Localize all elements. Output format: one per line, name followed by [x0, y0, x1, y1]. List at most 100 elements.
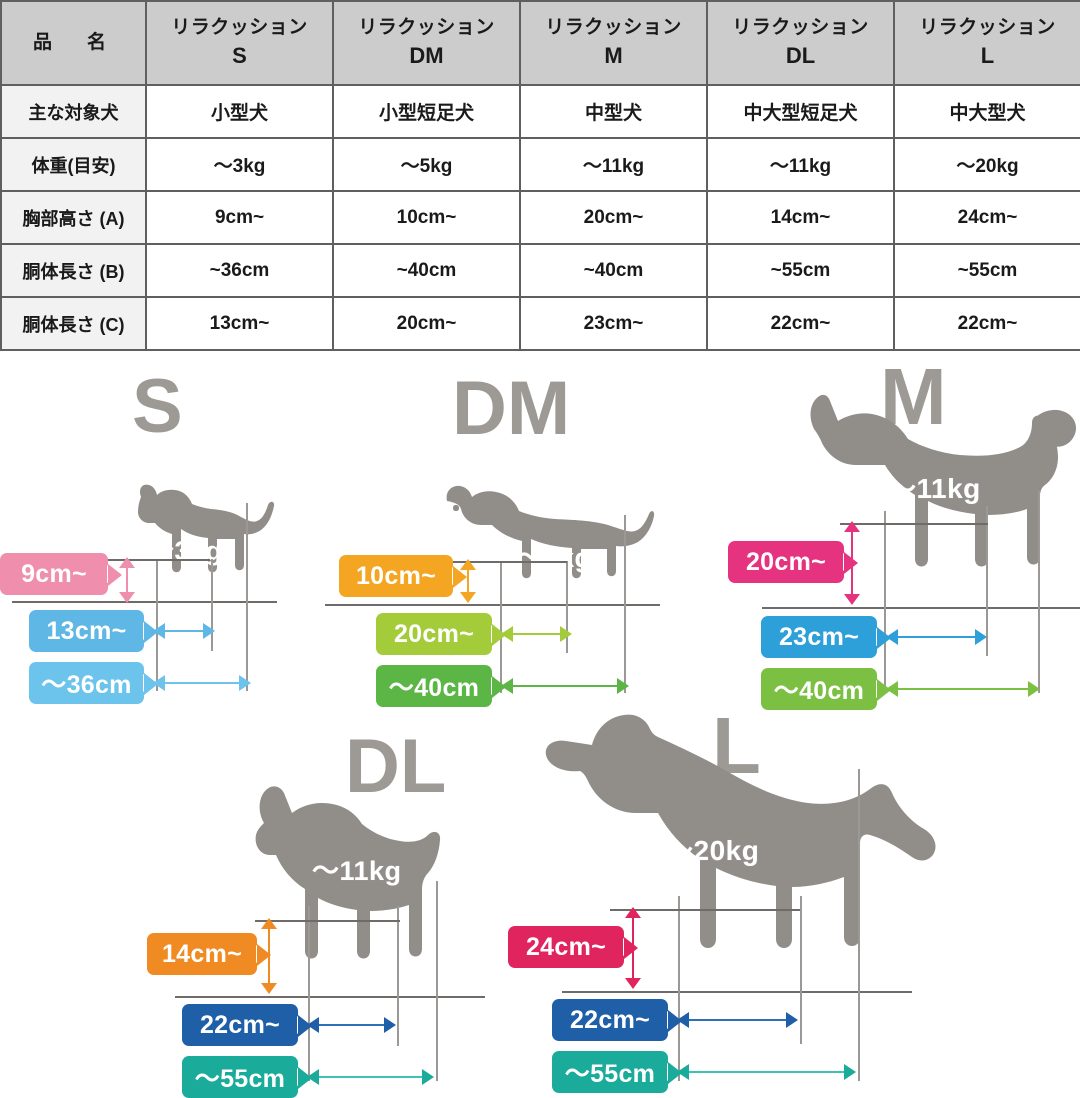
- measurement-tag-length-b-l: 〜55cm: [552, 1051, 668, 1093]
- length-b-arrow-right-dl: [422, 1069, 434, 1085]
- cell-weight-l: 〜20kg: [893, 137, 1080, 192]
- measurement-tag-length-b-s: 〜36cm: [29, 662, 144, 704]
- weight-label-dm: 〜5kg: [516, 543, 592, 573]
- table-row: 胴体長さ (C) 13cm~ 20cm~ 23cm~ 22cm~ 22cm~: [0, 296, 1080, 351]
- height-dim-line-s: [126, 565, 128, 597]
- length-c-arrow-left-s: [153, 623, 165, 639]
- height-dim-line-dm: [467, 567, 469, 597]
- dog-silhouette-s: [105, 479, 280, 599]
- cell-chest-height-l: 24cm~: [893, 190, 1080, 245]
- length-b-dim-line-dl: [315, 1076, 428, 1078]
- header-size-l: L: [980, 42, 995, 68]
- measurement-tag-height-m: 20cm~: [728, 541, 844, 583]
- height-arrow-up-m: [844, 521, 860, 532]
- reference-vertical-s-rear: [246, 503, 248, 691]
- row-label-body-length-c: 胴体長さ (C): [0, 296, 147, 351]
- tag-pointer-height-s: [108, 564, 122, 586]
- height-arrow-down-l: [625, 978, 641, 989]
- dog-silhouette-dm: [425, 481, 655, 601]
- reference-vertical-m-rear: [1038, 491, 1040, 693]
- chest-level-line-dm: [447, 561, 567, 563]
- table-header-row: 品 名 リラクッション S リラクッション DM リラクッション M リラクッシ…: [0, 0, 1080, 86]
- measurement-tag-height-s: 9cm~: [0, 553, 108, 595]
- length-b-dim-line-l: [685, 1071, 850, 1073]
- cell-body-length-b-s: ~36cm: [145, 243, 334, 298]
- ground-line-m: [762, 607, 1080, 609]
- tag-pointer-height-dm: [453, 566, 467, 588]
- height-arrow-down-dl: [261, 983, 277, 994]
- ground-line-dm: [325, 604, 660, 606]
- tag-pointer-height-l: [624, 937, 638, 959]
- cell-body-length-c-l: 22cm~: [893, 296, 1080, 351]
- cell-weight-s: 〜3kg: [145, 137, 334, 192]
- length-b-arrow-left-dl: [307, 1069, 319, 1085]
- reference-vertical-m-mid: [986, 506, 988, 656]
- cell-target-dog-m: 中型犬: [519, 84, 708, 139]
- table-row: 体重(目安) 〜3kg 〜5kg 〜11kg 〜11kg 〜20kg: [0, 137, 1080, 192]
- height-arrow-up-dl: [261, 918, 277, 929]
- reference-vertical-m-front: [884, 511, 886, 693]
- dog-silhouette-l: [540, 711, 940, 1001]
- length-b-dim-line-dm: [509, 685, 621, 687]
- ground-line-s: [12, 601, 277, 603]
- cell-chest-height-s: 9cm~: [145, 190, 334, 245]
- measurement-tag-height-dl: 14cm~: [147, 933, 257, 975]
- length-c-arrow-right-l: [786, 1012, 798, 1028]
- cell-weight-dm: 〜5kg: [332, 137, 521, 192]
- header-product-name: 品 名: [0, 0, 147, 86]
- header-size-dl: DL: [785, 42, 816, 68]
- length-c-dim-line-m: [894, 636, 982, 638]
- header-col-s: リラクッション S: [145, 0, 334, 86]
- measurement-tag-length-b-dm: 〜40cm: [376, 665, 492, 707]
- length-c-dim-line-dm: [509, 633, 567, 635]
- measurement-tag-height-l: 24cm~: [508, 926, 624, 968]
- height-arrow-down-s: [119, 592, 135, 603]
- cell-chest-height-dl: 14cm~: [706, 190, 895, 245]
- header-brand-m: リラクッション: [545, 17, 682, 39]
- size-letter-dm: DM: [452, 366, 571, 451]
- header-col-m: リラクッション M: [519, 0, 708, 86]
- weight-label-dl: 〜11kg: [312, 856, 402, 886]
- height-arrow-down-dm: [460, 592, 476, 603]
- measurement-tag-length-b-m: 〜40cm: [761, 668, 877, 710]
- ground-line-l: [562, 991, 912, 993]
- length-b-arrow-left-s: [153, 675, 165, 691]
- row-label-body-length-b: 胴体長さ (B): [0, 243, 147, 298]
- header-col-dm: リラクッション DM: [332, 0, 521, 86]
- size-letter-s: S: [132, 364, 183, 449]
- height-arrow-up-l: [625, 907, 641, 918]
- cell-body-length-c-dm: 20cm~: [332, 296, 521, 351]
- reference-vertical-dm-mid: [566, 561, 568, 653]
- header-brand-s: リラクッション: [171, 17, 308, 39]
- cell-body-length-b-m: ~40cm: [519, 243, 708, 298]
- weight-label-m: 〜11kg: [888, 473, 981, 504]
- cell-chest-height-m: 20cm~: [519, 190, 708, 245]
- reference-vertical-dm-rear: [624, 515, 626, 693]
- measurement-tag-length-c-l: 22cm~: [552, 999, 668, 1041]
- size-diagram-area: S 〜3kg 9cm~ 13cm~ 〜36cm: [0, 351, 1080, 1098]
- header-brand-dm: リラクッション: [358, 17, 495, 39]
- tag-pointer-height-m: [844, 552, 858, 574]
- length-b-arrow-right-s: [239, 675, 251, 691]
- length-c-arrow-left-dl: [307, 1017, 319, 1033]
- length-b-arrow-right-m: [1028, 681, 1040, 697]
- header-brand-dl: リラクッション: [732, 17, 869, 39]
- header-size-dm: DM: [409, 42, 444, 68]
- length-c-arrow-left-l: [677, 1012, 689, 1028]
- size-spec-table: 品 名 リラクッション S リラクッション DM リラクッション M リラクッシ…: [0, 0, 1080, 351]
- reference-vertical-s-mid: [211, 559, 213, 651]
- length-c-arrow-right-s: [203, 623, 215, 639]
- chest-level-line-l: [610, 909, 800, 911]
- reference-vertical-dl-mid: [397, 906, 399, 1046]
- chest-level-line-dl: [255, 920, 400, 922]
- length-c-arrow-right-dm: [560, 626, 572, 642]
- measurement-tag-height-dm: 10cm~: [339, 555, 453, 597]
- table-row: 胸部高さ (A) 9cm~ 10cm~ 20cm~ 14cm~ 24cm~: [0, 190, 1080, 245]
- reference-vertical-l-front: [678, 896, 680, 1081]
- cell-target-dog-dm: 小型短足犬: [332, 84, 521, 139]
- height-arrow-up-dm: [460, 559, 476, 570]
- length-c-dim-line-dl: [315, 1024, 391, 1026]
- tag-pointer-height-dl: [257, 944, 271, 966]
- length-b-dim-line-m: [894, 688, 1034, 690]
- cell-body-length-b-dl: ~55cm: [706, 243, 895, 298]
